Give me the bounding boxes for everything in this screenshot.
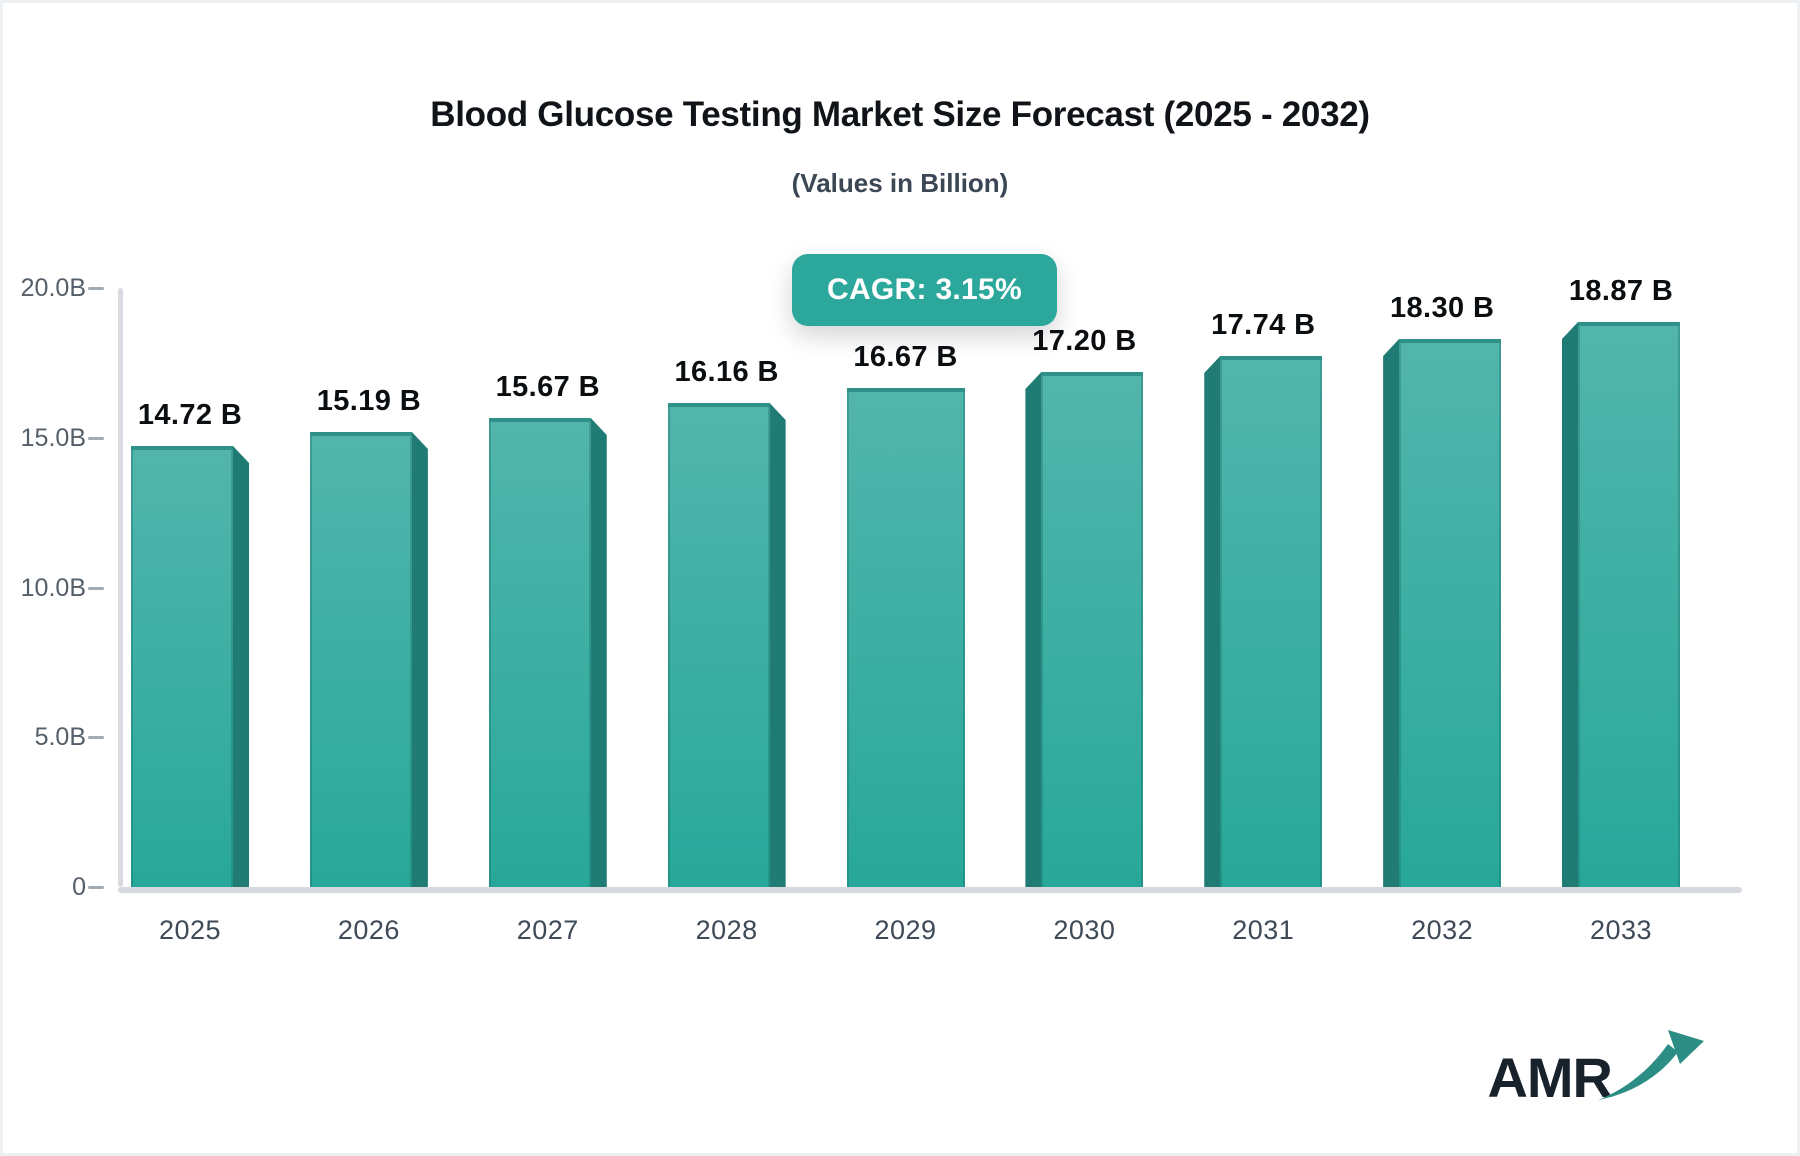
- x-axis-line: [118, 887, 1742, 893]
- bar-face: [131, 446, 233, 887]
- bar-face: [667, 403, 770, 887]
- amr-logo: AMR: [1487, 1028, 1708, 1106]
- x-axis-category-label: 2027: [516, 915, 579, 945]
- plot-area: 20.0B 15.0B 10.0B 5.0B 0 14.72 B 2025 15.19 B 20…: [21, 274, 1742, 945]
- x-axis-category-label: 2025: [158, 915, 222, 945]
- y-tick-mark: [88, 287, 104, 290]
- bar-side-3d: [1025, 372, 1042, 887]
- bar-2028: 16.16 B 2028: [667, 356, 786, 945]
- bar-2033: 18.87 B 2033: [1562, 275, 1680, 945]
- bar-value-label: 15.19 B: [316, 385, 422, 417]
- bar-value-label: 17.74 B: [1211, 309, 1316, 341]
- bar-value-label: 16.16 B: [674, 356, 779, 388]
- bar-side-3d: [233, 446, 249, 887]
- bar-2032: 18.30 B 2032: [1383, 292, 1502, 945]
- y-tick-mark: [88, 886, 104, 889]
- y-tick-label: 10.0B: [20, 573, 86, 602]
- amr-logo-text: AMR: [1487, 1046, 1613, 1109]
- bar-face: [309, 432, 412, 887]
- bar-value-label: 18.87 B: [1568, 275, 1674, 307]
- bar-side-3d: [411, 432, 428, 887]
- y-tick-label: 15.0B: [20, 423, 86, 452]
- bar-side-3d: [590, 418, 607, 887]
- y-tick-label: 20.0B: [20, 274, 86, 302]
- bar-face: [1578, 322, 1680, 887]
- chart-title: Blood Glucose Testing Market Size Foreca…: [430, 95, 1370, 134]
- y-axis-line: [118, 288, 123, 887]
- bar-face: [1041, 372, 1144, 887]
- y-tick-mark: [88, 436, 104, 440]
- x-axis-category-label: 2028: [695, 915, 758, 945]
- bar-face: [1399, 339, 1502, 887]
- bar-2026: 15.19 B 2026: [309, 385, 428, 945]
- bar-value-label: 18.30 B: [1389, 292, 1495, 324]
- bar-2031: 17.74 B 2031: [1204, 309, 1323, 945]
- y-tick-label: 0: [72, 873, 86, 901]
- y-tick-mark: [88, 736, 104, 740]
- x-axis-category-label: 2033: [1589, 915, 1653, 945]
- bar-face: [1220, 356, 1323, 887]
- y-tick-label: 5.0B: [34, 723, 86, 752]
- bar-face: [488, 418, 591, 887]
- trend-arrow-icon: [1598, 1030, 1704, 1100]
- cagr-badge: CAGR: 3.15%: [792, 254, 1057, 326]
- bar-2025: 14.72 B 2025: [131, 399, 249, 945]
- bar-side-3d: [1562, 322, 1578, 887]
- bar-side-3d: [1204, 356, 1221, 887]
- bar-side-3d: [769, 403, 786, 887]
- bar-2029: 16.67 B 2029: [846, 341, 965, 945]
- x-axis-category-label: 2032: [1411, 915, 1474, 945]
- x-axis-category-label: 2029: [874, 915, 937, 945]
- x-axis-category-label: 2030: [1053, 915, 1116, 945]
- bar-value-label: 17.20 B: [1032, 325, 1137, 357]
- bar-value-label: 16.67 B: [853, 341, 958, 373]
- bar-side-3d: [1383, 339, 1400, 887]
- y-tick-mark: [88, 586, 104, 590]
- x-axis-category-label: 2031: [1232, 915, 1295, 945]
- bar-2027: 15.67 B 2027: [488, 371, 607, 945]
- bar-2030: 17.20 B 2030: [1025, 325, 1144, 945]
- cagr-badge-label: CAGR: 3.15%: [826, 273, 1023, 306]
- bar-value-label: 14.72 B: [137, 399, 243, 431]
- bar-face: [846, 388, 965, 887]
- chart-subtitle: (Values in Billion): [791, 168, 1009, 198]
- bar-value-label: 15.67 B: [495, 371, 600, 403]
- x-axis-category-label: 2026: [337, 915, 400, 945]
